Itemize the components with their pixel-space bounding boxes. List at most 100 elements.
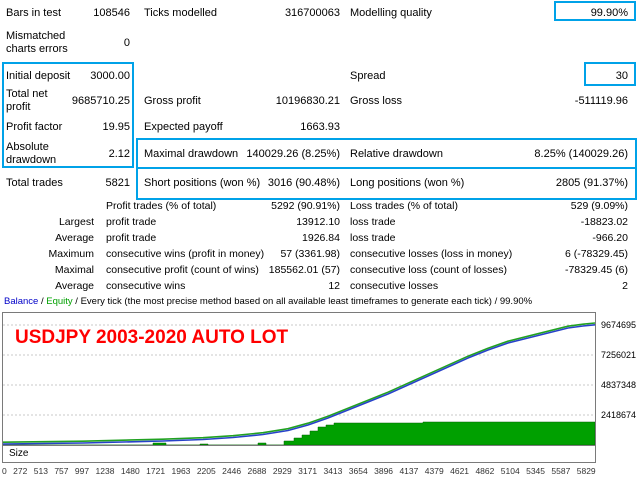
stat-label: Profit trades (% of total) — [106, 200, 217, 212]
report-cell: Profit trades (% of total) 5292 (90.91%) — [96, 200, 340, 212]
stat-label: profit trade — [106, 216, 157, 228]
report-cell: consecutive losses 2 — [340, 280, 640, 292]
report-row: Initial deposit 3000.00 Spread 30 — [0, 64, 640, 88]
legend-separator: / — [491, 296, 500, 307]
stat-label: Initial deposit — [6, 69, 71, 82]
report-cell: Gross profit 10196830.21 — [132, 95, 340, 107]
x-axis-label: 2929 — [272, 466, 292, 476]
stat-label: Long positions (won %) — [350, 177, 465, 189]
stat-label: Ticks modelled — [144, 7, 217, 19]
stat-label: Modelling quality — [350, 7, 432, 19]
stat-value: 0 — [123, 37, 130, 49]
stat-label: Short positions (won %) — [144, 177, 261, 189]
x-axis-label: 2688 — [247, 466, 267, 476]
report-cell: Loss trades (% of total) 529 (9.09%) — [340, 200, 640, 212]
stat-value: 6 (-78329.45) — [564, 248, 628, 260]
report-row: Profit factor 19.95 Expected payoff 1663.93 — [0, 114, 640, 140]
graph-header: Balance / Equity / Every tick (the most … — [4, 296, 636, 310]
x-axis-label: 1721 — [146, 466, 166, 476]
stat-label: Mismatched charts errors — [6, 30, 68, 55]
legend-separator: / — [72, 296, 81, 307]
report-row: Total trades 5821 Short positions (won %) 3… — [0, 168, 640, 198]
report-cell: consecutive profit (count of wins) 185562… — [96, 264, 340, 276]
stat-label: Relative drawdown — [350, 148, 443, 160]
row-group-label: Maximal — [54, 264, 94, 276]
report-cell: consecutive wins (profit in money) 57 (33… — [96, 248, 340, 260]
stat-label: consecutive losses (loss in money) — [350, 248, 513, 260]
stat-value: 8.25% (140029.26) — [534, 148, 628, 160]
x-axis-label: 3896 — [374, 466, 394, 476]
stat-label: Total trades — [6, 176, 63, 189]
balance-chart: USDJPY 2003-2020 AUTO LOT Size — [2, 312, 596, 463]
y-axis-label: 4837348 — [601, 380, 637, 390]
y-axis-label: 7256021 — [601, 350, 637, 360]
balance-curve-svg — [3, 322, 595, 445]
stat-value: 13912.10 — [296, 216, 340, 228]
stat-label: consecutive profit (count of wins) — [106, 264, 259, 276]
stat-label: loss trade — [350, 232, 396, 244]
balance-legend: Balance — [4, 296, 39, 307]
report-cell: consecutive losses (loss in money) 6 (-78… — [340, 248, 640, 260]
model-method-text: Every tick (the most precise method base… — [80, 296, 492, 307]
stat-value: 2.12 — [108, 148, 130, 160]
x-axis-label: 5587 — [551, 466, 571, 476]
report-cell: Average — [0, 232, 96, 244]
stat-label: Gross profit — [144, 95, 201, 107]
stat-value: 185562.01 (57) — [268, 264, 340, 276]
x-axis-label: 1480 — [120, 466, 140, 476]
report-cell: Relative drawdown 8.25% (140029.26) — [340, 148, 640, 160]
size-pane: Size — [3, 446, 595, 462]
report-row: Maximum consecutive wins (profit in money… — [0, 246, 640, 262]
y-axis-label: 9674695 — [601, 320, 637, 330]
report-cell: Absolute drawdown 2.12 — [0, 141, 132, 167]
report-cell: consecutive wins 12 — [96, 280, 340, 292]
report-cell: Initial deposit 3000.00 — [0, 70, 132, 83]
stat-label: Expected payoff — [144, 121, 223, 133]
stat-value: 12 — [328, 280, 340, 292]
x-axis-label: 272 — [13, 466, 28, 476]
equity-legend: Equity — [46, 296, 73, 307]
stat-label: profit trade — [106, 232, 157, 244]
stat-value: 140029.26 (8.25%) — [246, 148, 340, 160]
stat-label: Gross loss — [350, 95, 402, 107]
stat-label: consecutive losses — [350, 280, 439, 292]
report-cell: consecutive loss (count of losses) -78329… — [340, 264, 640, 276]
model-quality-text: 99.90% — [499, 296, 533, 307]
x-axis-label: 4862 — [475, 466, 495, 476]
stat-value: 5292 (90.91%) — [271, 200, 340, 212]
report-cell: Maximal drawdown 140029.26 (8.25%) — [132, 148, 340, 160]
x-axis-label: 4379 — [424, 466, 444, 476]
row-group-label: Maximum — [48, 248, 94, 260]
x-axis-label: 1238 — [95, 466, 115, 476]
equity-line — [3, 322, 595, 443]
report-cell: Total net profit 9685710.25 — [0, 88, 132, 114]
x-axis-label: 2205 — [196, 466, 216, 476]
report-cell: Spread 30 — [340, 70, 640, 82]
x-axis-label: 513 — [33, 466, 48, 476]
lot-size-area — [3, 421, 595, 445]
x-axis-label: 4621 — [450, 466, 470, 476]
chart-main-pane: USDJPY 2003-2020 AUTO LOT — [3, 313, 595, 446]
stat-value: -18823.02 — [580, 216, 628, 228]
report-cell: Profit factor 19.95 — [0, 121, 132, 134]
report-cell: Expected payoff 1663.93 — [132, 121, 340, 133]
report-cell: Maximal — [0, 264, 96, 276]
row-group-label: Average — [55, 232, 94, 244]
stat-value: -966.20 — [592, 232, 628, 244]
balance-line — [3, 324, 595, 445]
stat-value: 9685710.25 — [71, 95, 130, 107]
stat-value: 108546 — [93, 7, 130, 19]
y-axis-label: 2418674 — [601, 410, 637, 420]
report-cell: loss trade -18823.02 — [340, 216, 640, 228]
report-row: Average consecutive wins 12 consecutive los… — [0, 278, 640, 294]
stat-value: -511119.96 — [574, 95, 628, 107]
x-axis-label: 1963 — [171, 466, 191, 476]
stat-value: -78329.45 (6) — [564, 264, 628, 276]
report-cell: Maximum — [0, 248, 96, 260]
report-cell: Total trades 5821 — [0, 177, 132, 190]
stat-value: 2 — [622, 280, 628, 292]
stat-label: Spread — [350, 70, 386, 82]
stat-value: 529 (9.09%) — [570, 200, 628, 212]
report-row: Absolute drawdown 2.12 Maximal drawdown 140… — [0, 140, 640, 168]
